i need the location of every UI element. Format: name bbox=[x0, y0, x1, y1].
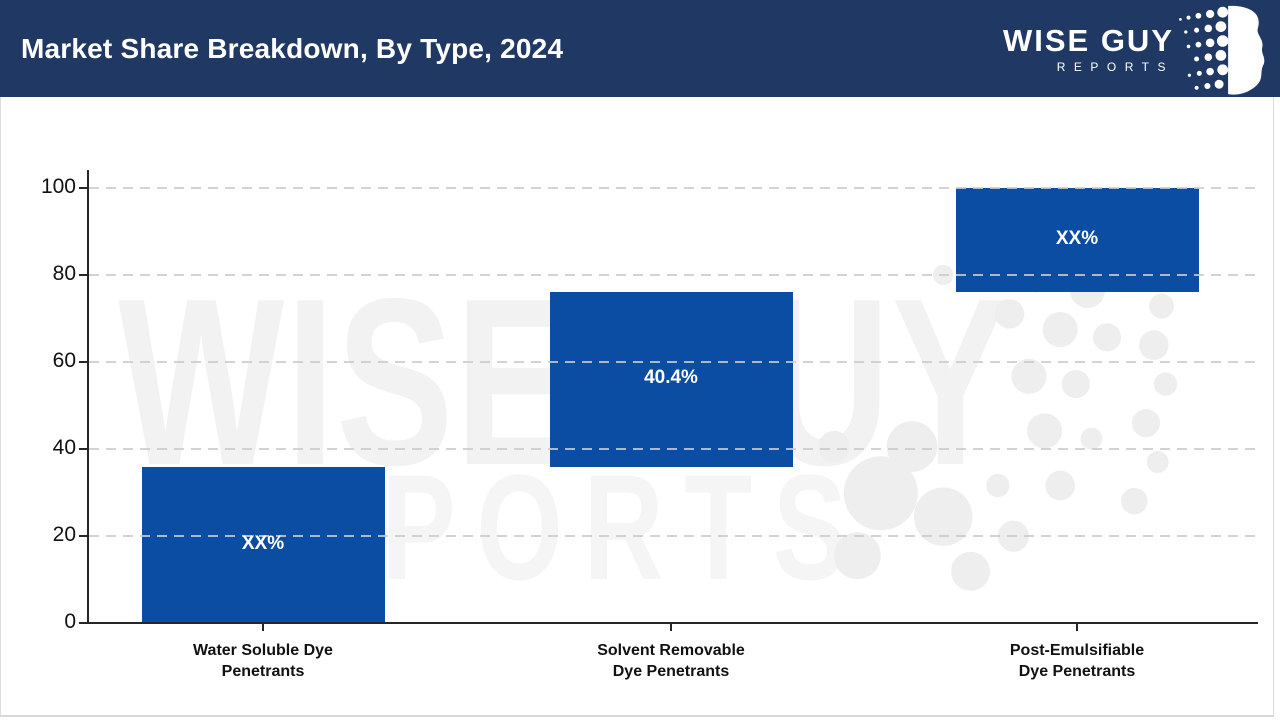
y-axis-tick-label: 0 bbox=[64, 610, 76, 633]
y-axis-tick-label: 40 bbox=[52, 436, 76, 459]
gridline bbox=[89, 448, 1256, 450]
y-axis-tick-label: 60 bbox=[52, 349, 76, 372]
logo-wordmark: WISE GUY bbox=[1002, 23, 1174, 58]
x-axis-line bbox=[87, 622, 1258, 624]
x-axis-tick-mark bbox=[670, 624, 672, 631]
wiseguy-face-icon bbox=[1179, 5, 1265, 95]
header: Market Share Breakdown, By Type, 2024 WI… bbox=[0, 0, 1280, 97]
y-axis-tick-label: 100 bbox=[40, 175, 76, 198]
bar-value-label: 40.4% bbox=[644, 367, 698, 389]
gridline bbox=[89, 535, 1256, 537]
gridline bbox=[89, 187, 1256, 189]
bar bbox=[549, 291, 793, 468]
wiseguy-logo: WISE GUY REPORTS bbox=[1003, 4, 1272, 96]
x-axis-tick-mark bbox=[262, 624, 264, 631]
bar-value-label: XX% bbox=[1055, 227, 1099, 249]
y-axis-tick-mark bbox=[79, 448, 88, 450]
x-axis-category-label: Solvent Removable Dye Penetrants bbox=[597, 642, 745, 680]
logo-subtext: REPORTS bbox=[1056, 60, 1174, 74]
bar bbox=[141, 467, 385, 623]
x-axis-category-label: Post-Emulsifiable Dye Penetrants bbox=[1009, 642, 1145, 680]
x-axis-tick-mark bbox=[1076, 624, 1078, 631]
y-axis-line bbox=[87, 170, 89, 624]
x-axis-category-label: Water Soluble Dye Penetrants bbox=[193, 642, 333, 680]
page-title: Market Share Breakdown, By Type, 2024 bbox=[21, 32, 564, 64]
y-axis-tick-mark bbox=[79, 361, 88, 363]
y-axis-tick-label: 80 bbox=[52, 262, 76, 285]
gridline bbox=[89, 361, 1256, 363]
y-axis-tick-mark bbox=[79, 622, 88, 624]
y-axis-tick-mark bbox=[79, 535, 88, 537]
gridline bbox=[89, 274, 1256, 276]
y-axis-tick-mark bbox=[79, 187, 88, 189]
bar-value-label: XX% bbox=[241, 533, 285, 555]
y-axis-tick-mark bbox=[79, 274, 88, 276]
y-axis-tick-label: 20 bbox=[52, 523, 76, 546]
